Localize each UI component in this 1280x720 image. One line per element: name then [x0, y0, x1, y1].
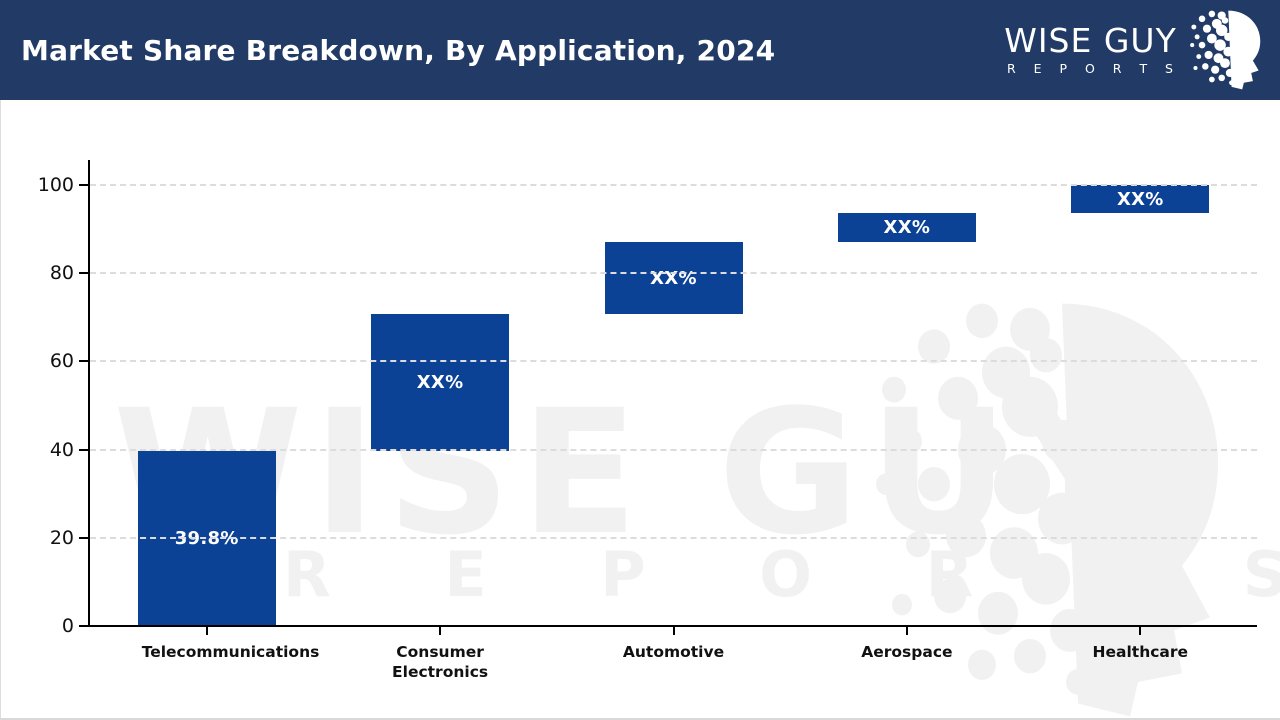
wiseguy-logo: WISE GUY R E P O R T S [1001, 8, 1266, 92]
bar-value-label: XX% [1116, 188, 1164, 210]
y-tick-mark [79, 625, 88, 627]
y-tick-mark [79, 272, 88, 275]
y-tick-label: 100 [37, 174, 74, 197]
bar-healthcare: XX% [1071, 185, 1210, 214]
y-tick-mark [79, 360, 88, 363]
bar-consumer-electronics: XX% [371, 314, 510, 451]
x-tick-mark [1139, 627, 1142, 635]
y-tick-label: 20 [49, 526, 74, 549]
page-title: Market Share Breakdown, By Application, … [21, 33, 776, 67]
bar-value-label: XX% [883, 217, 931, 239]
x-tick-label-aerospace: Aerospace [861, 643, 953, 661]
bar-automotive: XX% [604, 242, 743, 315]
x-tick-label-telecommunications: Telecommunications [141, 643, 320, 661]
bar-value-label: XX% [416, 371, 464, 393]
logo-subtitle: R E P O R T S [1006, 60, 1180, 76]
gridline-80 [90, 272, 1257, 275]
y-tick-label: 80 [49, 262, 74, 285]
bar-value-label: XX% [650, 267, 697, 289]
y-tick-mark [79, 184, 88, 187]
logo-name: WISE GUY [1004, 21, 1177, 61]
bottom-border [0, 718, 1280, 720]
wiseguy-head-icon [1190, 10, 1261, 90]
header-bar: Market Share Breakdown, By Application, … [0, 0, 1280, 100]
watermark-head-icon [876, 303, 1218, 717]
y-tick-label: 60 [49, 350, 74, 373]
y-tick-mark [79, 448, 88, 451]
x-tick-mark [205, 627, 208, 635]
gridline-20 [90, 536, 1257, 539]
x-tick-label-consumer-electronics: Consumer Electronics [392, 643, 489, 682]
y-tick-label: 0 [61, 615, 74, 637]
x-tick-label-automotive: Automotive [622, 643, 725, 661]
gridline-60 [90, 360, 1257, 363]
plot-area: 0 20 40 60 80 100 39.8% XX% XX% XX% XX% Telecommuni… [38, 160, 1257, 681]
y-tick-label: 40 [49, 438, 74, 461]
y-axis-spine [88, 160, 90, 626]
bar-aerospace: XX% [837, 213, 976, 243]
x-tick-label-healthcare: Healthcare [1092, 643, 1189, 661]
gridline-40 [90, 448, 1257, 451]
x-tick-mark [439, 627, 442, 635]
x-tick-mark [672, 627, 675, 635]
x-axis-spine [88, 625, 1257, 627]
y-tick-mark [79, 536, 88, 539]
gridline-100 [90, 184, 1257, 187]
x-tick-mark [905, 627, 908, 635]
chart-canvas: WISE GUY R E P O R T S 0 20 40 60 80 100 39.8%… [0, 100, 1280, 720]
logo-text: WISE GUY R E P O R T S [1001, 24, 1180, 76]
